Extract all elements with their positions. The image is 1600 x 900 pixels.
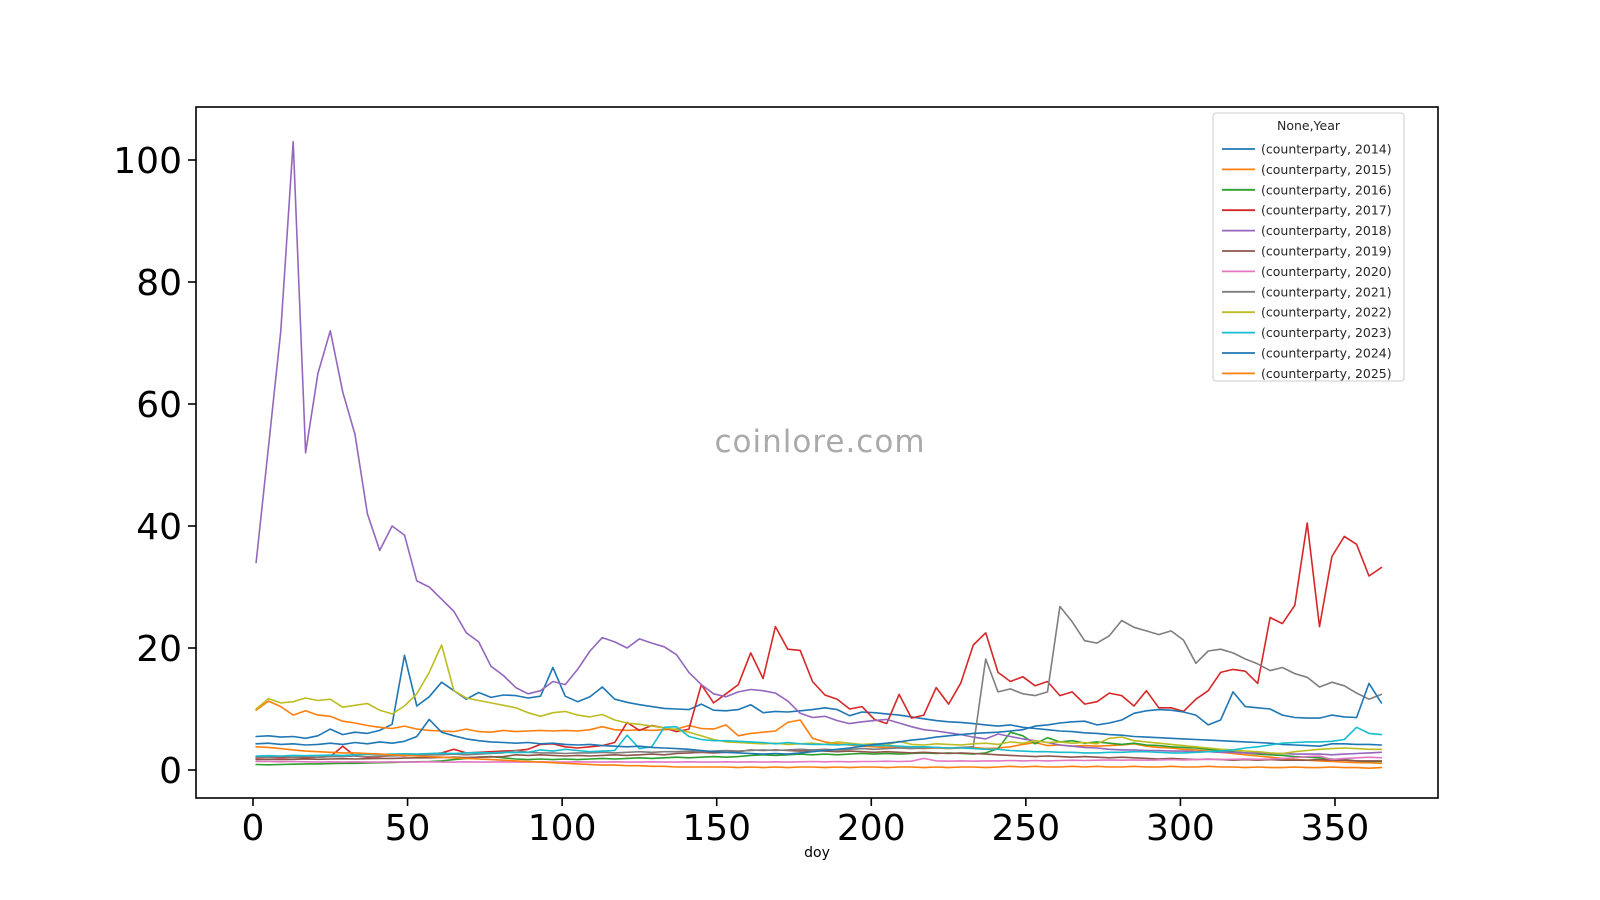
legend-entry-label-2025: (counterparty, 2025)	[1261, 366, 1392, 381]
x-tick-label: 150	[682, 808, 751, 849]
legend-entry-label-2016: (counterparty, 2016)	[1261, 182, 1392, 197]
legend-title: None,Year	[1277, 118, 1341, 133]
x-tick-label: 50	[385, 808, 431, 849]
series-line-2016	[255, 731, 1383, 766]
y-tick-label: 60	[136, 385, 182, 426]
series-line-2024	[255, 682, 1383, 755]
legend-entry-label-2024: (counterparty, 2024)	[1261, 346, 1392, 361]
series-line-2023	[255, 725, 1383, 757]
legend-entry-label-2017: (counterparty, 2017)	[1261, 203, 1392, 218]
series-line-2020	[255, 755, 1383, 763]
x-tick-label: 250	[991, 808, 1060, 849]
legend-entry-label-2014: (counterparty, 2014)	[1261, 142, 1392, 157]
x-axis-label: doy	[804, 845, 830, 861]
series-line-2014	[255, 654, 1383, 748]
x-tick-label: 0	[242, 808, 265, 849]
y-tick-label: 100	[113, 141, 182, 182]
legend-entry-label-2018: (counterparty, 2018)	[1261, 223, 1392, 238]
legend-box	[1212, 112, 1405, 382]
legend-entry-label-2020: (counterparty, 2020)	[1261, 264, 1392, 279]
legend-entry-label-2022: (counterparty, 2022)	[1261, 305, 1392, 320]
y-tick-label: 0	[159, 751, 182, 792]
legend-entry-label-2015: (counterparty, 2015)	[1261, 162, 1392, 177]
legend-entry-label-2023: (counterparty, 2023)	[1261, 325, 1392, 340]
x-tick-label: 350	[1301, 808, 1370, 849]
x-tick-label: 200	[837, 808, 906, 849]
series-line-2015	[255, 700, 1383, 765]
y-tick-label: 80	[136, 263, 182, 304]
y-tick-label: 20	[136, 629, 182, 670]
legend-entry-label-2021: (counterparty, 2021)	[1261, 284, 1392, 299]
x-tick-label: 300	[1146, 808, 1215, 849]
series-line-2025	[255, 745, 1383, 770]
series-line-2017	[255, 522, 1383, 759]
legend-entry-label-2019: (counterparty, 2019)	[1261, 244, 1392, 259]
y-tick-label: 40	[136, 507, 182, 548]
x-tick-label: 100	[528, 808, 597, 849]
series-line-2021	[255, 605, 1383, 759]
